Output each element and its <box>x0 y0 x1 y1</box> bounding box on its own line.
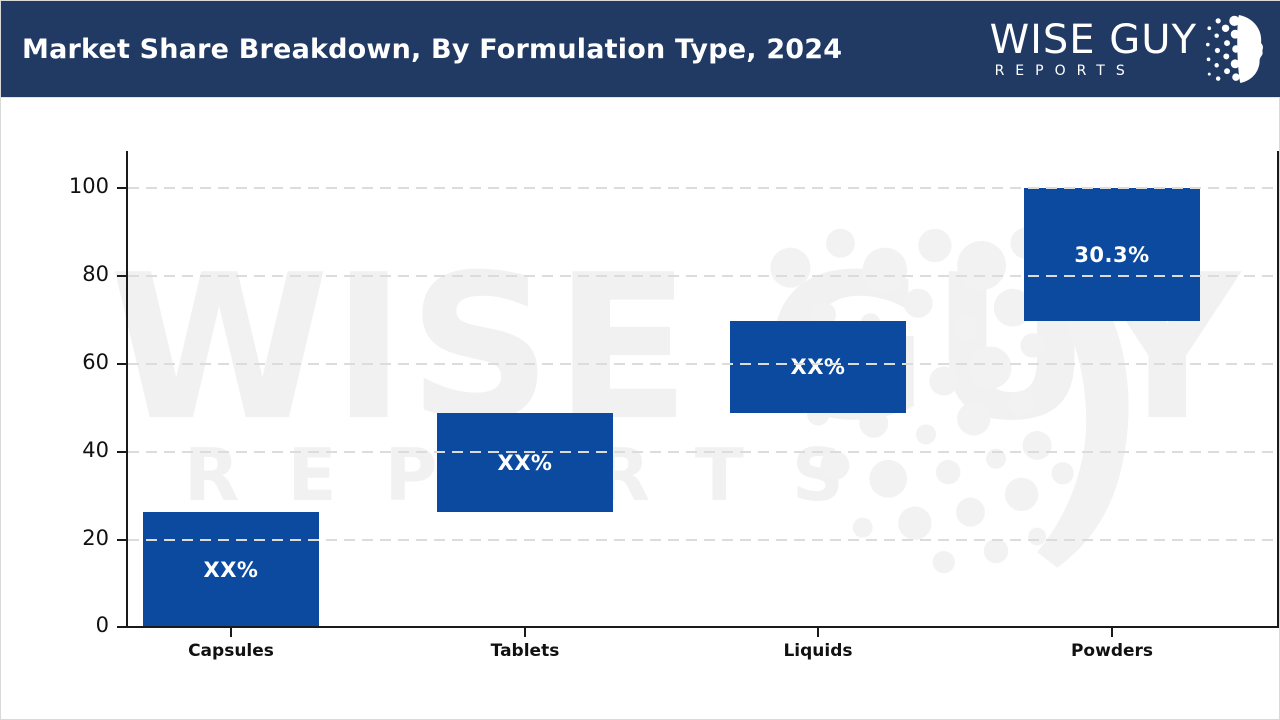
bar-value-label: XX% <box>497 450 553 475</box>
x-tick-label-tablets: Tablets <box>490 641 560 661</box>
gridline-20 <box>128 539 1277 541</box>
gridline-100 <box>128 187 1277 189</box>
bar-capsules: XX% <box>143 512 319 628</box>
logo-brand-subtitle: REPORTS <box>994 62 1136 79</box>
y-tick-mark <box>117 451 126 453</box>
x-tick-label-powders: Powders <box>1070 641 1154 661</box>
y-tick-mark <box>117 363 126 365</box>
gridline-60 <box>128 363 1277 365</box>
y-tick-mark <box>117 539 126 541</box>
page-title: Market Share Breakdown, By Formulation T… <box>22 33 843 65</box>
y-tick-mark <box>117 626 126 628</box>
x-tick-mark <box>1111 628 1113 637</box>
logo-brand-name: WISE GUY <box>989 16 1197 63</box>
y-tick-label-80: 80 <box>82 262 109 286</box>
y-axis-line <box>126 151 128 628</box>
x-tick-mark <box>524 628 526 637</box>
y-tick-label-100: 100 <box>68 174 109 198</box>
gridline-80 <box>128 275 1277 277</box>
x-tick-mark <box>230 628 232 637</box>
bar-tablets: XX% <box>437 413 613 512</box>
bar-powders: 30.3% <box>1024 188 1200 321</box>
y-tick-label-60: 60 <box>82 350 109 374</box>
y-tick-mark <box>117 187 126 189</box>
x-axis-line <box>126 626 1279 628</box>
gridline-40 <box>128 451 1277 453</box>
bar-value-label: 30.3% <box>1074 242 1150 267</box>
right-spine <box>1277 151 1279 628</box>
x-tick-label-capsules: Capsules <box>188 641 274 661</box>
bar-liquids: XX% <box>730 321 906 413</box>
y-tick-label-0: 0 <box>95 613 109 637</box>
header-bar: Market Share Breakdown, By Formulation T… <box>1 1 1280 98</box>
x-tick-mark <box>817 628 819 637</box>
wiseguy-logo-text: WISE GUY REPORTS <box>990 20 1197 79</box>
y-tick-label-40: 40 <box>82 438 109 462</box>
x-tick-label-liquids: Liquids <box>783 641 853 661</box>
wiseguy-face-icon <box>1205 14 1263 84</box>
watermark-face-icon <box>770 227 1129 574</box>
y-tick-mark <box>117 275 126 277</box>
bar-value-label: XX% <box>203 558 259 582</box>
y-tick-label-20: 20 <box>82 526 109 550</box>
wiseguy-logo: WISE GUY REPORTS <box>990 8 1280 90</box>
bar-value-label: XX% <box>790 355 846 379</box>
